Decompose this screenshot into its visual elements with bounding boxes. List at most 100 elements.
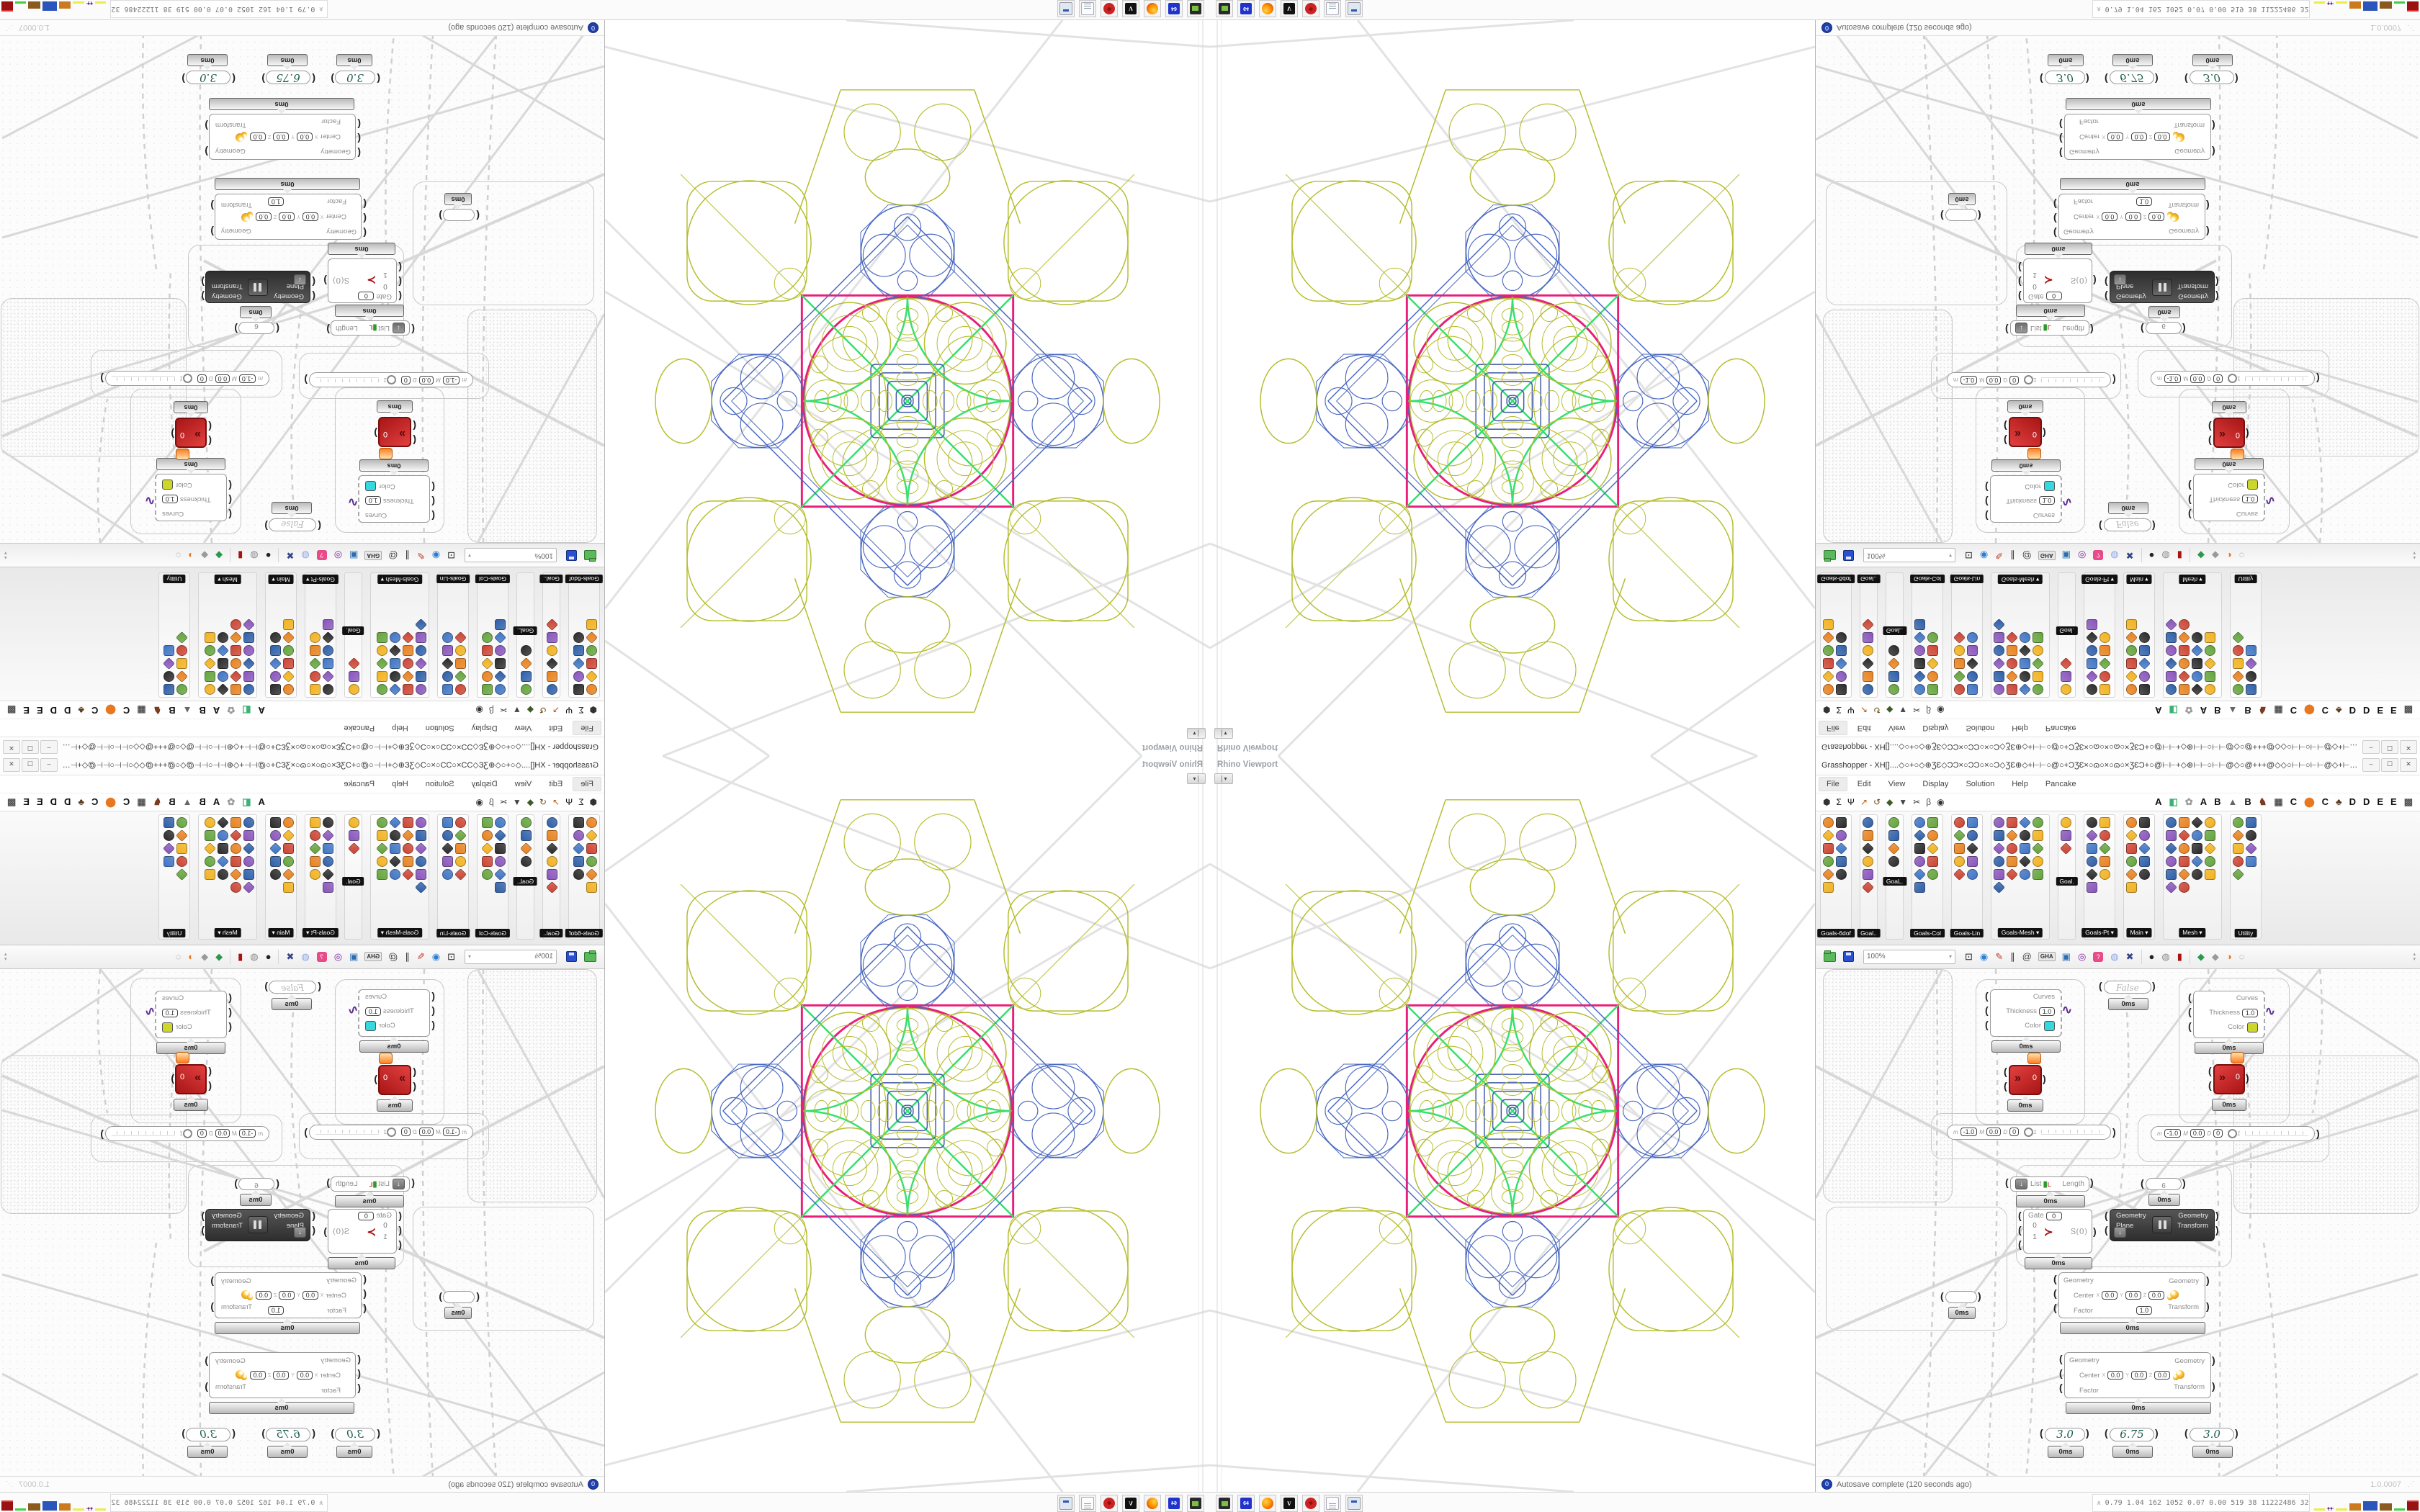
component-icon[interactable] [1994, 684, 2004, 696]
palette-group-label[interactable]: Goals-Col [475, 575, 510, 584]
remote-at-button[interactable]: @ [2022, 549, 2032, 561]
category-tab[interactable]: ▲ [182, 704, 192, 716]
slider-value[interactable]: 0.0 [1986, 375, 2002, 384]
component-icon[interactable] [218, 632, 228, 644]
close-button[interactable]: ✕ [3, 758, 20, 773]
component-icon[interactable] [163, 829, 174, 841]
scale-component[interactable]: Geometry Geometry Center X 0.0 Y 0.0 Z 0.0 Factor… [209, 114, 356, 161]
category-tab[interactable]: ⬤ [105, 705, 116, 716]
component-icon[interactable] [282, 631, 295, 644]
wire-hook[interactable]: ( [2053, 1287, 2057, 1299]
component-icon[interactable] [2033, 671, 2043, 683]
category-tab-icon[interactable]: ⬢ [589, 705, 597, 716]
wire-hook[interactable]: ) [2235, 1426, 2238, 1439]
component-icon[interactable] [1914, 816, 1925, 828]
remote-at-button[interactable]: @ [388, 951, 398, 963]
component-icon[interactable] [1914, 842, 1925, 854]
component-icon[interactable] [1927, 868, 1938, 880]
category-tab[interactable]: D [64, 704, 71, 716]
category-tab[interactable]: B [2214, 704, 2221, 716]
slider-value[interactable]: -1.0 [2164, 1129, 2182, 1138]
coord-value[interactable]: 0.0 [302, 1291, 318, 1300]
component-icon[interactable] [2165, 842, 2177, 855]
pause-button[interactable] [248, 278, 268, 296]
value-capsule-component[interactable]: 6.75 [266, 71, 310, 85]
component-icon[interactable] [1967, 684, 1978, 696]
value-capsule-component[interactable]: 3.0 [2190, 71, 2234, 85]
value-capsule-component[interactable]: 3.0 [335, 1427, 375, 1441]
component-icon[interactable] [454, 868, 467, 881]
value-capsule-component[interactable] [1945, 209, 1977, 222]
category-tab[interactable]: B [199, 796, 206, 808]
slider-knob[interactable] [2228, 1128, 2238, 1138]
component-icon[interactable] [2246, 645, 2257, 657]
component-icon[interactable] [546, 881, 558, 894]
component-icon[interactable] [218, 868, 228, 880]
gate-value[interactable]: 0 [2045, 292, 2062, 301]
component-icon[interactable] [390, 829, 400, 841]
category-tab[interactable]: ♞ [153, 796, 162, 807]
slider-value[interactable]: -1.0 [2164, 374, 2182, 383]
component-icon[interactable] [2205, 855, 2215, 867]
value-capsule-component[interactable] [443, 1290, 475, 1303]
menu-item-display[interactable]: Display [1922, 779, 1949, 788]
component-icon[interactable] [243, 671, 254, 683]
component-icon[interactable] [454, 670, 467, 683]
component-icon[interactable] [283, 881, 294, 893]
wire-hook[interactable]: ) [1978, 1290, 1981, 1302]
taskbar-app-rhino[interactable]: V [1281, 0, 1298, 17]
component-icon[interactable] [1863, 855, 1873, 867]
component-icon[interactable] [218, 658, 228, 670]
component-icon[interactable] [1954, 855, 1965, 867]
component-icon[interactable] [2205, 671, 2215, 683]
flatten-icon[interactable]: ↓ [2114, 274, 2126, 286]
component-icon[interactable] [309, 842, 321, 855]
component-icon[interactable] [1993, 842, 2005, 855]
rhino-viewport[interactable]: Rhino Viewport │▾ [605, 756, 1210, 1492]
component-icon[interactable] [2165, 618, 2177, 631]
component-icon[interactable] [310, 684, 321, 696]
component-icon[interactable] [1823, 619, 1834, 631]
color-swatch[interactable] [2044, 481, 2055, 492]
wire-hook[interactable]: ( [228, 509, 232, 521]
component-icon[interactable] [310, 855, 321, 867]
component-icon[interactable] [1927, 816, 1938, 828]
gha-button[interactable]: GHA [364, 952, 382, 962]
component-icon[interactable] [2192, 671, 2202, 683]
category-tab[interactable]: ⬤ [2304, 705, 2315, 716]
wire-hook[interactable]: ( [413, 420, 416, 433]
component-icon[interactable] [1835, 842, 1847, 855]
component-icon[interactable] [2126, 842, 2137, 854]
component-icon[interactable] [573, 855, 584, 867]
rhino-viewport[interactable]: Rhino Viewport │▾ [1210, 20, 1815, 756]
wire-hook[interactable]: ) [374, 1072, 377, 1084]
component-icon[interactable] [442, 829, 453, 841]
wire-hook[interactable]: ) [205, 120, 208, 132]
component-icon[interactable] [1993, 881, 2005, 894]
category-tab-icon[interactable]: β [488, 796, 494, 807]
category-tab[interactable]: ◧ [242, 796, 251, 807]
taskbar-app-ruby-badge[interactable]: ✻ [1101, 1495, 1118, 1512]
category-tab-icon[interactable]: ▼ [1899, 796, 1908, 807]
component-icon[interactable] [442, 671, 453, 683]
wires-button[interactable]: ✖ [2125, 951, 2134, 963]
category-tab-icon[interactable]: ⬢ [589, 796, 597, 807]
component-icon[interactable] [482, 855, 493, 867]
preview-eye-button[interactable]: ◉ [1979, 549, 1989, 561]
component-icon[interactable] [2179, 842, 2190, 854]
component-icon[interactable] [521, 829, 532, 841]
palette-group-label[interactable]: Mesh ▾ [214, 927, 241, 937]
component-icon[interactable] [2061, 829, 2071, 841]
component-icon[interactable] [230, 684, 241, 696]
component-icon[interactable] [163, 657, 175, 670]
component-icon[interactable] [495, 855, 506, 867]
slider-knob[interactable] [2024, 375, 2034, 385]
category-tab[interactable]: D [2349, 796, 2356, 808]
wire-hook[interactable]: ) [171, 1071, 174, 1084]
component-icon[interactable] [1836, 645, 1847, 657]
component-icon[interactable] [416, 855, 426, 867]
component-icon[interactable] [1823, 645, 1834, 657]
menu-item-edit[interactable]: Edit [549, 724, 563, 733]
component-icon[interactable] [521, 645, 532, 657]
component-icon[interactable] [2032, 842, 2044, 855]
